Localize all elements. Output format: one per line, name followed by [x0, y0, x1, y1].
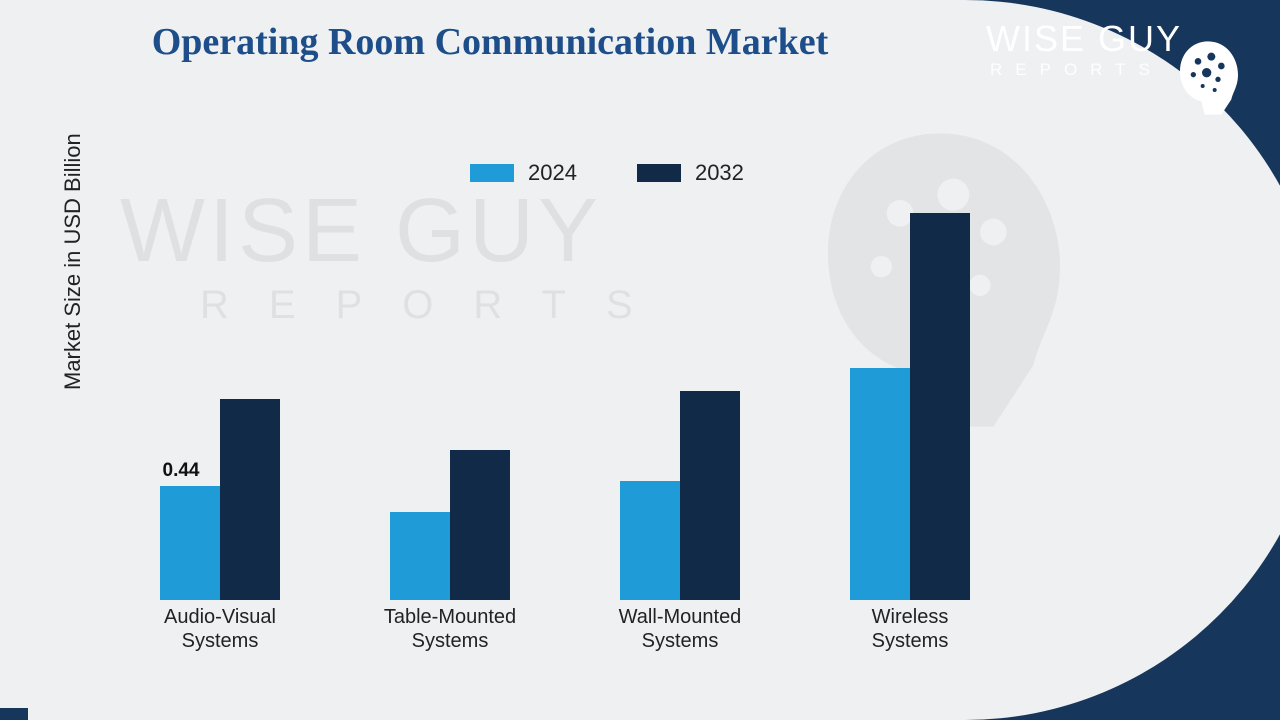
y-axis-label: Market Size in USD Billion — [60, 133, 86, 390]
legend-item-2032: 2032 — [637, 160, 744, 186]
plot-area: 0.44Audio-VisualSystemsTable-MountedSyst… — [130, 200, 1010, 600]
bar-series-b — [450, 450, 510, 600]
legend-swatch-b — [637, 164, 681, 182]
category-label: Audio-VisualSystems — [125, 605, 315, 653]
brand-head-icon — [1174, 38, 1242, 118]
bar-series-b — [680, 391, 740, 600]
bar-series-b — [910, 213, 970, 600]
chart-canvas: WISE GUY REPORTS Operating Room Communic… — [0, 0, 1280, 720]
bar-series-b — [220, 399, 280, 600]
legend-item-2024: 2024 — [470, 160, 577, 186]
legend-swatch-a — [470, 164, 514, 182]
category-label: WirelessSystems — [815, 605, 1005, 653]
bar-series-a — [850, 368, 910, 600]
legend-label-b: 2032 — [695, 160, 744, 186]
chart-title: Operating Room Communication Market — [50, 20, 930, 64]
legend: 2024 2032 — [470, 160, 744, 186]
brand-logo: WISE GUY REPORTS — [986, 18, 1256, 80]
bar-series-a — [390, 512, 450, 600]
category-label: Table-MountedSystems — [355, 605, 545, 653]
bottom-accent — [0, 708, 28, 720]
bar-series-a — [620, 481, 680, 600]
legend-label-a: 2024 — [528, 160, 577, 186]
bar-value-label: 0.44 — [146, 460, 216, 482]
bar-series-a — [160, 486, 220, 600]
category-label: Wall-MountedSystems — [585, 605, 775, 653]
